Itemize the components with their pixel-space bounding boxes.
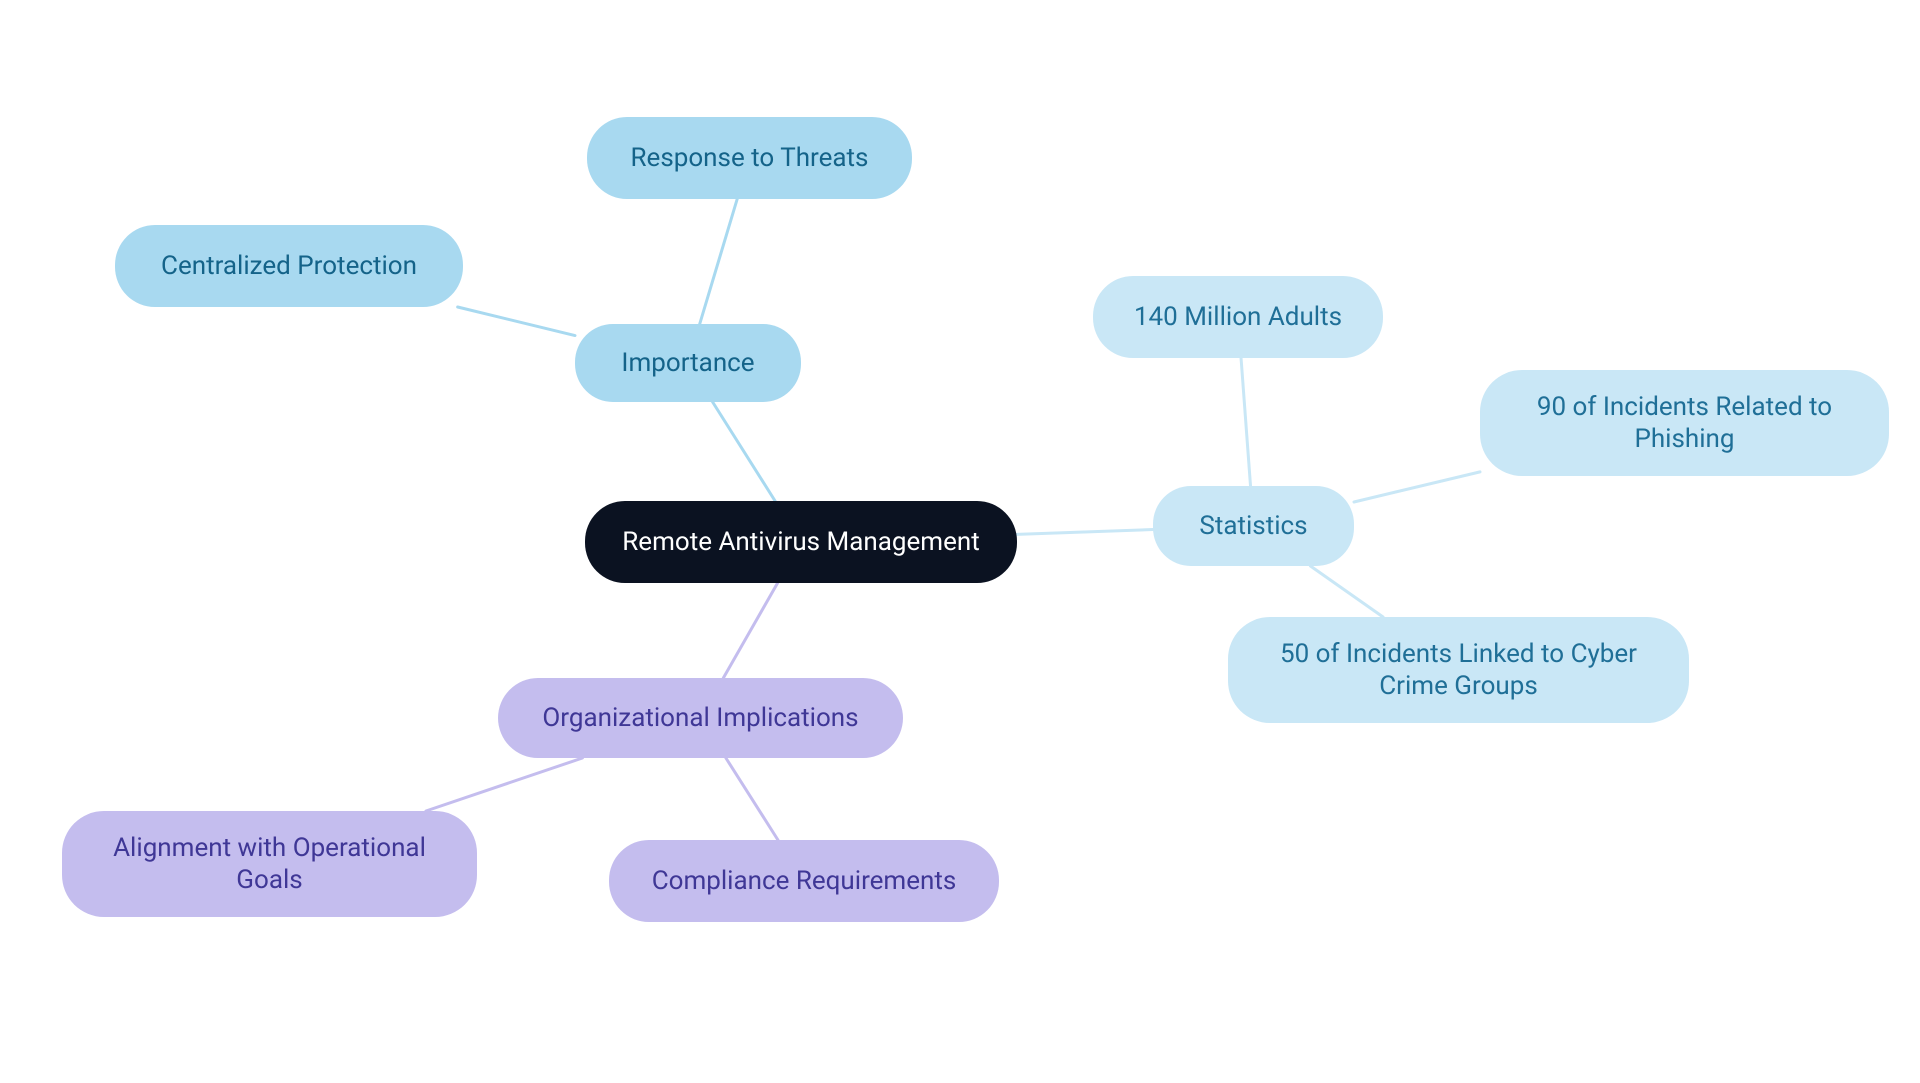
centralized-protection-label: Centralized Protection xyxy=(161,250,417,283)
importance-node: Importance xyxy=(575,324,801,402)
million-adults-label: 140 Million Adults xyxy=(1134,301,1342,334)
phishing-incidents-label: 90 of Incidents Related to Phishing xyxy=(1510,391,1859,456)
million-adults-node: 140 Million Adults xyxy=(1093,276,1383,358)
compliance-requirements-label: Compliance Requirements xyxy=(652,865,957,898)
importance-label: Importance xyxy=(621,347,754,380)
root-label: Remote Antivirus Management xyxy=(622,526,979,559)
organizational-implications-label: Organizational Implications xyxy=(542,702,858,735)
root-node: Remote Antivirus Management xyxy=(585,501,1017,583)
organizational-implications-node: Organizational Implications xyxy=(498,678,903,758)
statistics-label: Statistics xyxy=(1199,510,1307,543)
cyber-crime-groups-label: 50 of Incidents Linked to Cyber Crime Gr… xyxy=(1258,638,1659,703)
alignment-goals-label: Alignment with Operational Goals xyxy=(92,832,447,897)
phishing-incidents-node: 90 of Incidents Related to Phishing xyxy=(1480,370,1889,476)
alignment-goals-node: Alignment with Operational Goals xyxy=(62,811,477,917)
response-to-threats-node: Response to Threats xyxy=(587,117,912,199)
centralized-protection-node: Centralized Protection xyxy=(115,225,463,307)
statistics-node: Statistics xyxy=(1153,486,1354,566)
compliance-requirements-node: Compliance Requirements xyxy=(609,840,999,922)
cyber-crime-groups-node: 50 of Incidents Linked to Cyber Crime Gr… xyxy=(1228,617,1689,723)
response-to-threats-label: Response to Threats xyxy=(631,142,869,175)
